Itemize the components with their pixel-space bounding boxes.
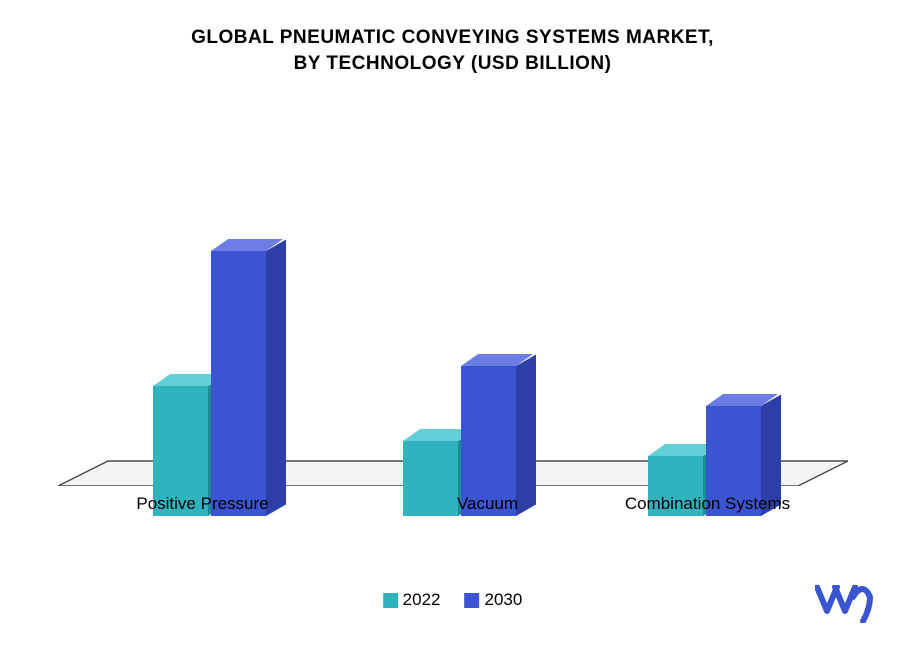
legend-swatch-2030	[465, 593, 480, 608]
legend-swatch-2022	[383, 593, 398, 608]
category-label: Combination Systems	[608, 494, 808, 514]
title-line-2: BY TECHNOLOGY (USD BILLION)	[40, 51, 865, 77]
legend-item-2030: 2030	[465, 590, 523, 610]
vm-logo-icon	[815, 585, 875, 628]
category-label: Vacuum	[388, 494, 588, 514]
title-line-1: GLOBAL PNEUMATIC CONVEYING SYSTEMS MARKE…	[40, 25, 865, 51]
legend-label-2030: 2030	[485, 590, 523, 610]
legend-item-2022: 2022	[383, 590, 441, 610]
legend: 2022 2030	[383, 590, 523, 610]
legend-label-2022: 2022	[403, 590, 441, 610]
category-label: Positive Pressure	[103, 494, 303, 514]
bar-chart: Positive Pressure Vacuum Combination Syste…	[58, 116, 848, 516]
chart-title: GLOBAL PNEUMATIC CONVEYING SYSTEMS MARKE…	[40, 25, 865, 76]
